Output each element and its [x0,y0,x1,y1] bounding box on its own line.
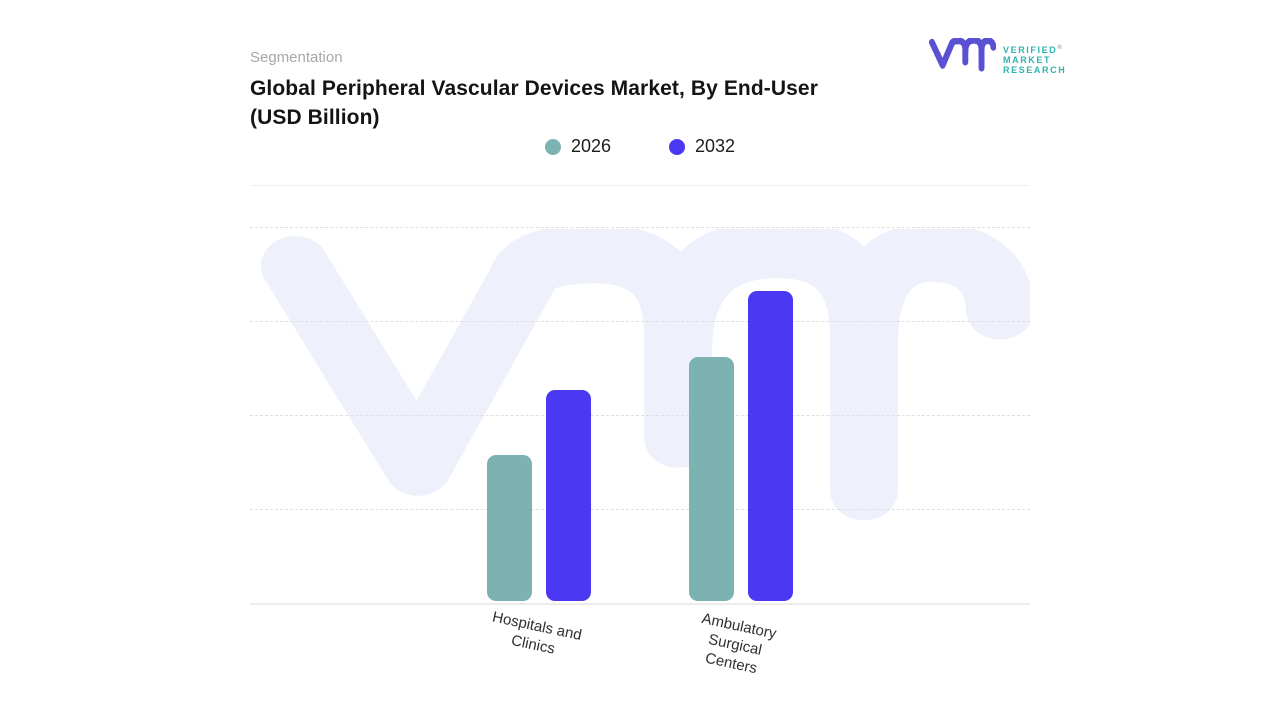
legend-item-2026[interactable]: 2026 [544,136,611,157]
gridline [250,509,1030,510]
legend-dot-2032 [669,138,685,155]
vmr-logo-mark [928,38,996,72]
section-label: Segmentation [250,49,343,66]
gridline [250,415,1030,416]
gridline [250,321,1030,322]
vmr-logo-text: VERIFIED® MARKET RESEARCH [1003,43,1066,75]
logo-word-research: RESEARCH [1003,65,1067,75]
bar-2026-ambulatory-surgical-centers[interactable] [689,356,735,601]
gridline [250,227,1030,228]
legend-label: 2032 [695,136,736,156]
bar-2026-hospitals-and-clinics[interactable] [487,455,533,601]
chart-legend: 2026 2032 [250,136,1030,157]
logo-word-market: MARKET [1003,55,1052,65]
vmr-logo: VERIFIED® MARKET RESEARCH [928,38,1066,76]
x-axis-line [250,603,1030,605]
bar-2032-ambulatory-surgical-centers[interactable] [748,290,794,601]
bar-2032-hospitals-and-clinics[interactable] [546,389,592,601]
x-axis-label-ambulatory-surgical-centers: Ambulatory Surgical Centers [700,610,779,678]
x-axis-label-hospitals-and-clinics: Hospitals and Clinics [491,608,584,658]
plot-area: Hospitals and Clinics Ambulatory Surgical… [250,227,1030,677]
legend-label: 2026 [570,136,611,156]
legend-dot-2026 [544,138,561,155]
legend-item-2032[interactable]: 2032 [669,136,735,157]
registered-mark: ® [1057,45,1062,51]
chart-title: Global Peripheral Vascular Devices Marke… [250,77,818,129]
header-divider [250,185,1030,186]
logo-word-verified: VERIFIED [1003,45,1058,55]
